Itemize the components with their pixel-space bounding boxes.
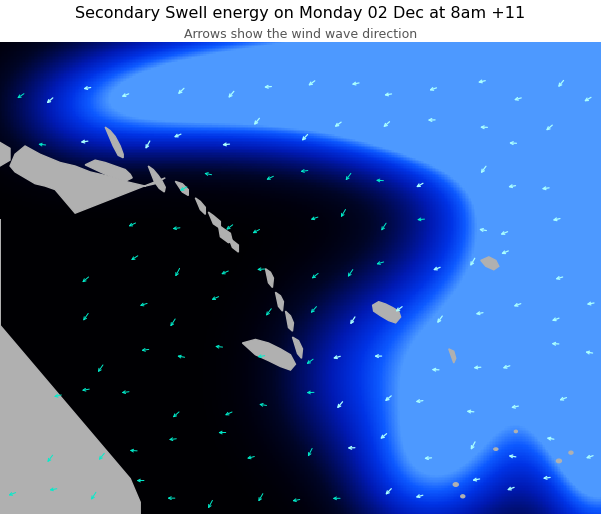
Polygon shape: [85, 160, 132, 181]
Polygon shape: [105, 127, 123, 158]
Ellipse shape: [557, 459, 561, 463]
Polygon shape: [228, 237, 239, 252]
Polygon shape: [481, 257, 499, 270]
Polygon shape: [175, 181, 188, 195]
Polygon shape: [209, 212, 221, 229]
Polygon shape: [242, 339, 296, 370]
Polygon shape: [195, 198, 206, 214]
Polygon shape: [218, 225, 233, 243]
Polygon shape: [266, 269, 273, 287]
Ellipse shape: [453, 483, 458, 486]
Text: Arrows show the wind wave direction: Arrows show the wind wave direction: [184, 28, 417, 41]
Ellipse shape: [461, 495, 465, 498]
Text: Secondary Swell energy on Monday 02 Dec at 8am +11: Secondary Swell energy on Monday 02 Dec …: [75, 6, 526, 21]
Polygon shape: [10, 146, 165, 213]
Polygon shape: [285, 311, 293, 331]
Polygon shape: [373, 302, 401, 323]
Polygon shape: [0, 105, 10, 170]
Polygon shape: [449, 349, 456, 363]
Ellipse shape: [514, 430, 517, 433]
Polygon shape: [148, 166, 165, 192]
Polygon shape: [275, 292, 284, 311]
Polygon shape: [0, 219, 140, 514]
Ellipse shape: [569, 451, 573, 454]
Polygon shape: [293, 337, 302, 358]
Ellipse shape: [494, 448, 498, 450]
